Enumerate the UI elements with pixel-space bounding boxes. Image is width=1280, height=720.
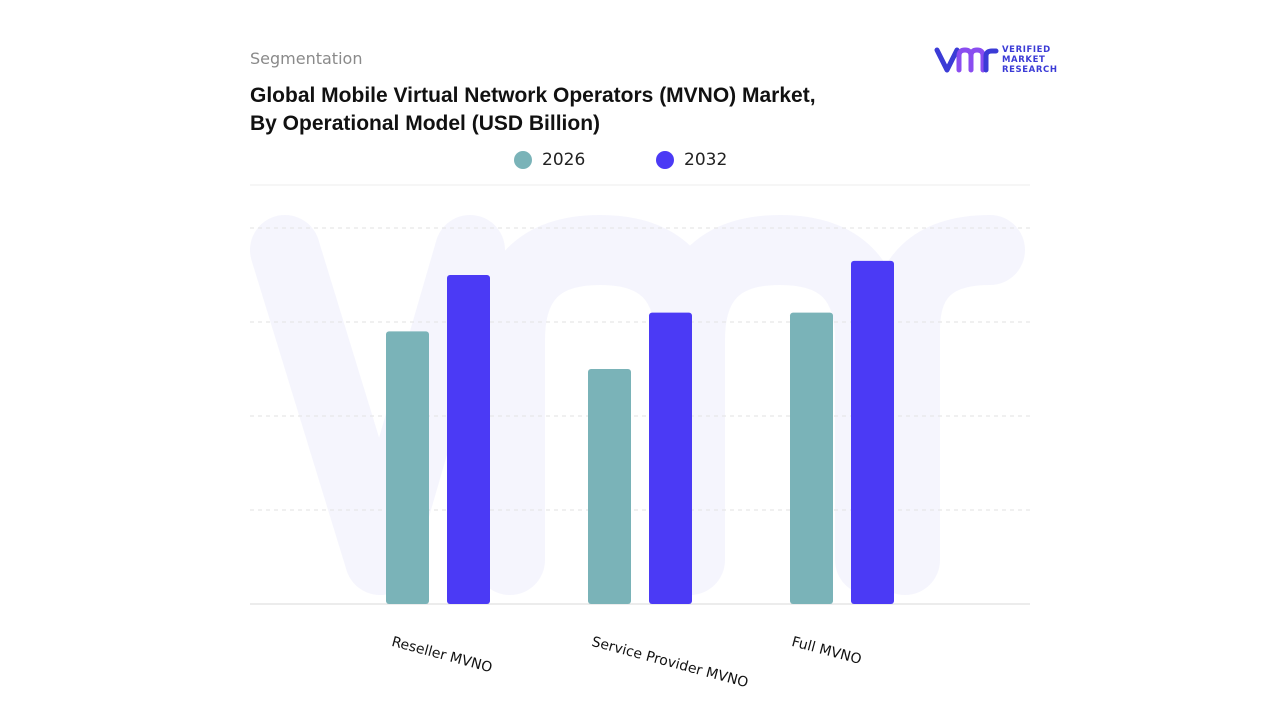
legend-swatch-2026	[514, 151, 532, 169]
bar-full-mvno-2032	[851, 260, 894, 604]
legend-item-2032: 2032	[656, 150, 727, 170]
chart-title: Global Mobile Virtual Network Operators …	[250, 82, 890, 138]
vmr-logo-text: VERIFIED MARKET RESEARCH	[1002, 45, 1058, 75]
logo-text-verified: VERIFIED	[1002, 45, 1051, 55]
watermark-shape	[250, 215, 1025, 595]
chart-title-line-1: Global Mobile Virtual Network Operators …	[250, 84, 816, 107]
bar-service-provider-mvno-2032	[649, 312, 692, 604]
watermark-logo	[250, 215, 1025, 595]
bar-reseller-mvno-2026	[386, 331, 429, 604]
legend-label-2032: 2032	[684, 150, 728, 170]
legend-swatch-2032	[656, 151, 674, 169]
bar-service-provider-mvno-2026	[588, 369, 631, 604]
bar-full-mvno-2026	[790, 312, 833, 604]
section-label: Segmentation	[250, 49, 363, 68]
bar-reseller-mvno-2032	[447, 275, 490, 604]
logo-text-research: RESEARCH	[1002, 65, 1058, 75]
logo-text-market: MARKET	[1002, 55, 1046, 65]
chart-title-line-2: By Operational Model (USD Billion)	[250, 112, 601, 135]
legend-item-2026: 2026	[514, 150, 585, 170]
vmr-logo-icon	[934, 47, 999, 73]
legend-label-2026: 2026	[542, 150, 586, 170]
chart-legend: 2026 2032	[0, 150, 1280, 174]
